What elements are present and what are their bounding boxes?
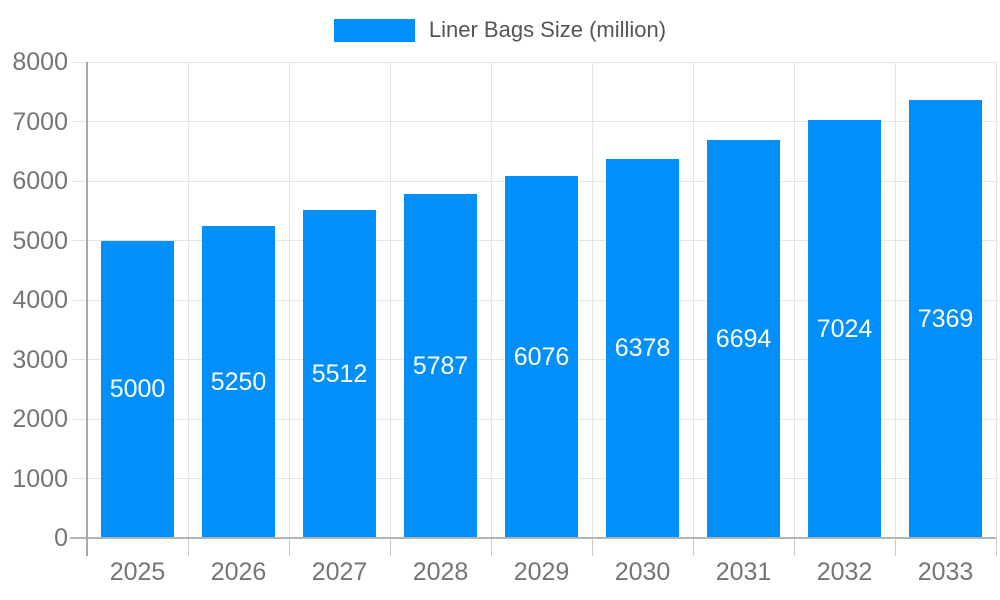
x-axis-tick-label: 2028: [412, 558, 469, 586]
y-gridline: [72, 61, 996, 63]
x-axis-tick: [995, 538, 997, 556]
y-axis-tick-label: 4000: [12, 286, 68, 314]
x-axis-tick-label: 2031: [715, 558, 772, 586]
x-gridline: [692, 62, 694, 538]
y-axis-tick-label: 2000: [12, 405, 68, 433]
x-axis-tick: [793, 538, 795, 556]
x-axis-tick: [692, 538, 694, 556]
y-axis-tick-label: 0: [54, 524, 68, 552]
y-axis-tick-label: 5000: [12, 226, 68, 255]
x-axis-tick-label: 2026: [210, 558, 267, 586]
x-gridline: [187, 62, 189, 538]
bar-2026[interactable]: [202, 225, 275, 538]
x-axis-tick-label: 2027: [311, 558, 368, 586]
x-gridline: [591, 62, 593, 538]
bar-2025[interactable]: [101, 240, 174, 538]
x-axis-tick: [288, 538, 290, 556]
x-gridline: [490, 62, 492, 538]
bar-2029[interactable]: [505, 176, 578, 538]
x-axis-tick-label: 2029: [513, 558, 570, 586]
x-axis-line: [70, 537, 996, 539]
bar-2028[interactable]: [404, 193, 477, 538]
x-gridline: [288, 62, 290, 538]
bar-2032[interactable]: [808, 120, 881, 538]
legend-marker-swatch: [333, 18, 415, 42]
x-axis-tick-label: 2030: [614, 558, 671, 586]
y-axis-tick-label: 3000: [12, 345, 68, 374]
x-axis-tick: [187, 538, 189, 556]
x-axis-tick-label: 2033: [917, 558, 974, 586]
bar-2027[interactable]: [303, 210, 376, 538]
x-axis-tick: [894, 538, 896, 556]
bar-2031[interactable]: [707, 139, 780, 538]
x-gridline: [389, 62, 391, 538]
bar-2030[interactable]: [606, 158, 679, 538]
y-axis-tick-label: 1000: [12, 464, 68, 493]
y-axis-tick-label: 7000: [12, 107, 68, 136]
legend-label: Liner Bags Size (million): [428, 17, 667, 42]
x-gridline: [995, 62, 997, 538]
y-axis-tick-label: 8000: [12, 48, 68, 76]
x-axis-tick: [389, 538, 391, 556]
y-gridline: [72, 121, 996, 122]
x-axis-tick: [591, 538, 593, 556]
x-axis-tick-label: 2025: [109, 558, 166, 586]
x-axis-tick: [490, 538, 492, 556]
x-gridline: [894, 62, 896, 538]
bar-2033[interactable]: [909, 99, 982, 538]
y-axis-tick-label: 6000: [12, 167, 68, 195]
x-gridline: [793, 62, 795, 538]
y-axis-line: [86, 62, 88, 556]
x-axis-tick-label: 2032: [816, 558, 873, 586]
legend-item[interactable]: Liner Bags Size (million): [0, 16, 1000, 44]
